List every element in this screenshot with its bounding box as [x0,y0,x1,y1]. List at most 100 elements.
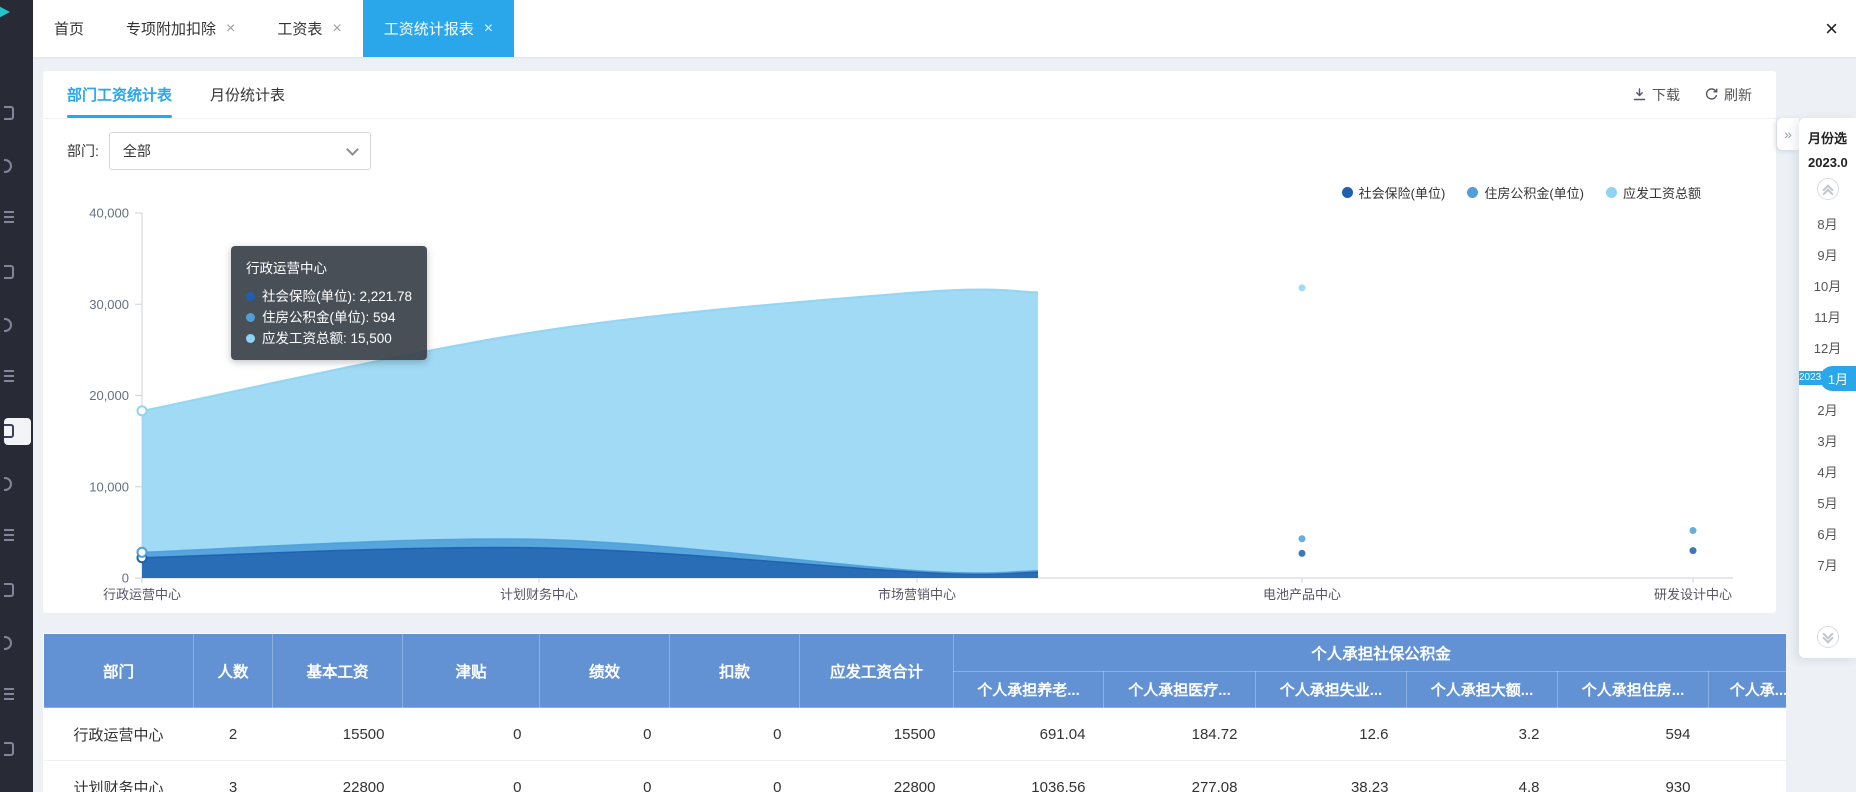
tab-close-icon[interactable]: × [483,19,494,37]
legend-item[interactable]: 住房公积金(单位) [1467,183,1584,202]
table-cell: 12.6 [1255,707,1407,761]
department-filter-label: 部门: [67,143,99,159]
sidebar-nav-icon-7[interactable] [4,418,31,445]
sidebar-nav-icon-8[interactable] [4,471,31,498]
tooltip-row: 应发工资总额: 15,500 [246,328,412,349]
month-label: 6月 [1817,527,1838,542]
chart-tooltip: 行政运营中心 社会保险(单位): 2,221.78 住房公积金(单位): 594 应… [231,246,428,360]
table-cell: 0 [669,760,800,792]
tab-close-icon[interactable]: × [332,19,342,37]
column-header: 基本工资 [272,633,403,708]
sidebar-nav-icon-2[interactable] [4,153,31,180]
legend-dot-icon [1605,187,1617,198]
sidebar-nav-icon-6[interactable] [4,365,31,392]
download-label: 下载 [1652,86,1680,103]
month-item[interactable]: 5月 [1799,487,1856,518]
month-label: 5月 [1817,496,1838,511]
legend-item[interactable]: 应发工资总额 [1605,183,1701,202]
tooltip-row-text: 应发工资总额: 15,500 [262,331,392,346]
series-dot-icon [246,334,255,343]
selected-year-badge: 2023 [1799,371,1825,385]
sidebar-nav-icon-5[interactable] [4,312,31,339]
table-row[interactable]: 行政运营中心 2 15500 0 0 0 15500 691.04 184.72 12.6 3.2 5… [43,707,1786,761]
sidebar-nav-icon-13[interactable] [4,736,31,763]
table-cell: 15500 [799,707,954,761]
sub-column-header: 个人承... [1707,671,1786,708]
month-panel-year: 2023.0 [1808,155,1848,170]
tab-salary-statistics-report[interactable]: 工资统计报表 × [362,0,515,57]
month-panel: 月份选 2023.0 8月 9月 10月 11月 12月 2023 1月 2月 3月 4月 5月 6月… [1799,118,1856,658]
table-cell: 15500 [272,707,403,761]
month-item[interactable]: 9月 [1799,239,1856,270]
tab-bar: 首页 专项附加扣除 × 工资表 × 工资统计报表 × × [33,0,1856,57]
legend-item[interactable]: 社会保险(单位) [1341,183,1445,202]
month-item[interactable]: 7月 [1799,549,1856,580]
tooltip-row: 社会保险(单位): 2,221.78 [246,286,412,307]
sidebar-nav-icon-11[interactable] [4,630,31,657]
tab-salary-table[interactable]: 工资表 × [256,0,362,57]
svg-text:10,000: 10,000 [89,479,129,494]
month-item[interactable]: 2月 [1799,394,1856,425]
tooltip-row-text: 社会保险(单位): 2,221.78 [262,289,413,304]
sidebar-nav-icon-10[interactable] [4,577,31,604]
legend-dot-icon [1341,187,1353,198]
column-header: 扣款 [669,633,800,708]
sidebar-nav-icon-9[interactable] [4,524,31,551]
month-item[interactable]: 10月 [1799,270,1856,301]
tab-home[interactable]: 首页 [33,0,105,57]
tab-special-additional-deduction[interactable]: 专项附加扣除 × [105,0,256,57]
month-item[interactable]: 11月 [1799,301,1856,332]
department-select[interactable]: 全部 [108,132,371,170]
table-cell: 2 [193,707,273,761]
refresh-icon [1705,88,1718,100]
column-header: 津贴 [402,633,540,708]
refresh-label: 刷新 [1724,86,1752,103]
table-cell: 0 [402,760,540,792]
legend-label: 住房公积金(单位) [1484,186,1584,201]
table-cell: 38.23 [1255,760,1407,792]
sidebar-nav-icon-3[interactable] [4,206,31,233]
table-cell [1708,707,1786,761]
month-item[interactable]: 6月 [1799,518,1856,549]
month-label: 8月 [1817,217,1838,232]
month-panel-title: 月份选 [1808,131,1848,146]
scroll-down-icon[interactable] [1816,626,1839,648]
download-button[interactable]: 下载 [1632,85,1680,105]
table-cell: 22800 [799,760,954,792]
table-cell: 0 [402,707,540,761]
tab-close-icon[interactable]: × [226,19,236,37]
month-item[interactable]: 12月 [1799,332,1856,363]
series-dot-icon [246,313,255,322]
refresh-button[interactable]: 刷新 [1704,85,1752,105]
salary-table-section: 部门 人数 基本工资 津贴 绩效 扣款 应发工资合计 个人承担社保公积金 个人承担养老... 个人… [43,633,1786,792]
sub-column-header: 个人承担失业... [1255,671,1407,708]
month-item[interactable]: 4月 [1799,456,1856,487]
table-row[interactable]: 计划财务中心 3 22800 0 0 0 22800 1036.56 277.08 38.23 4.… [43,760,1786,792]
column-header: 应发工资合计 [799,633,954,708]
subtab-department-salary-stats[interactable]: 部门工资统计表 [67,71,173,118]
sidebar-nav-icon-1[interactable] [4,100,31,127]
month-label: 4月 [1817,465,1838,480]
table-cell: 22800 [272,760,403,792]
close-window-icon[interactable]: × [1825,15,1838,41]
month-item[interactable]: 2023 1月 [1799,363,1856,394]
subtab-month-stats[interactable]: 月份统计表 [210,71,285,118]
svg-text:20,000: 20,000 [89,388,129,403]
scroll-up-icon[interactable] [1816,178,1839,200]
svg-text:计划财务中心: 计划财务中心 [500,587,578,602]
collapse-month-panel-button[interactable]: » [1777,118,1799,150]
left-nav-rail [0,0,33,792]
month-label: 11月 [1814,310,1841,325]
sidebar-nav-icon-4[interactable] [4,259,31,286]
month-label: 7月 [1817,558,1838,573]
table-cell: 行政运营中心 [43,707,194,761]
svg-text:研发设计中心: 研发设计中心 [1654,587,1732,602]
chart-legend: 社会保险(单位) 住房公积金(单位) 应发工资总额 [1341,183,1701,202]
month-item[interactable]: 3月 [1799,425,1856,456]
tab-label: 工资表 [277,21,323,38]
download-icon [1633,88,1646,101]
sidebar-nav-icon-12[interactable] [4,683,31,710]
salary-report-panel: 部门工资统计表 月份统计表 下载 刷新 部门: 全部 0 10,00 [43,71,1776,613]
svg-text:电池产品中心: 电池产品中心 [1263,587,1341,602]
month-item[interactable]: 8月 [1799,208,1856,239]
